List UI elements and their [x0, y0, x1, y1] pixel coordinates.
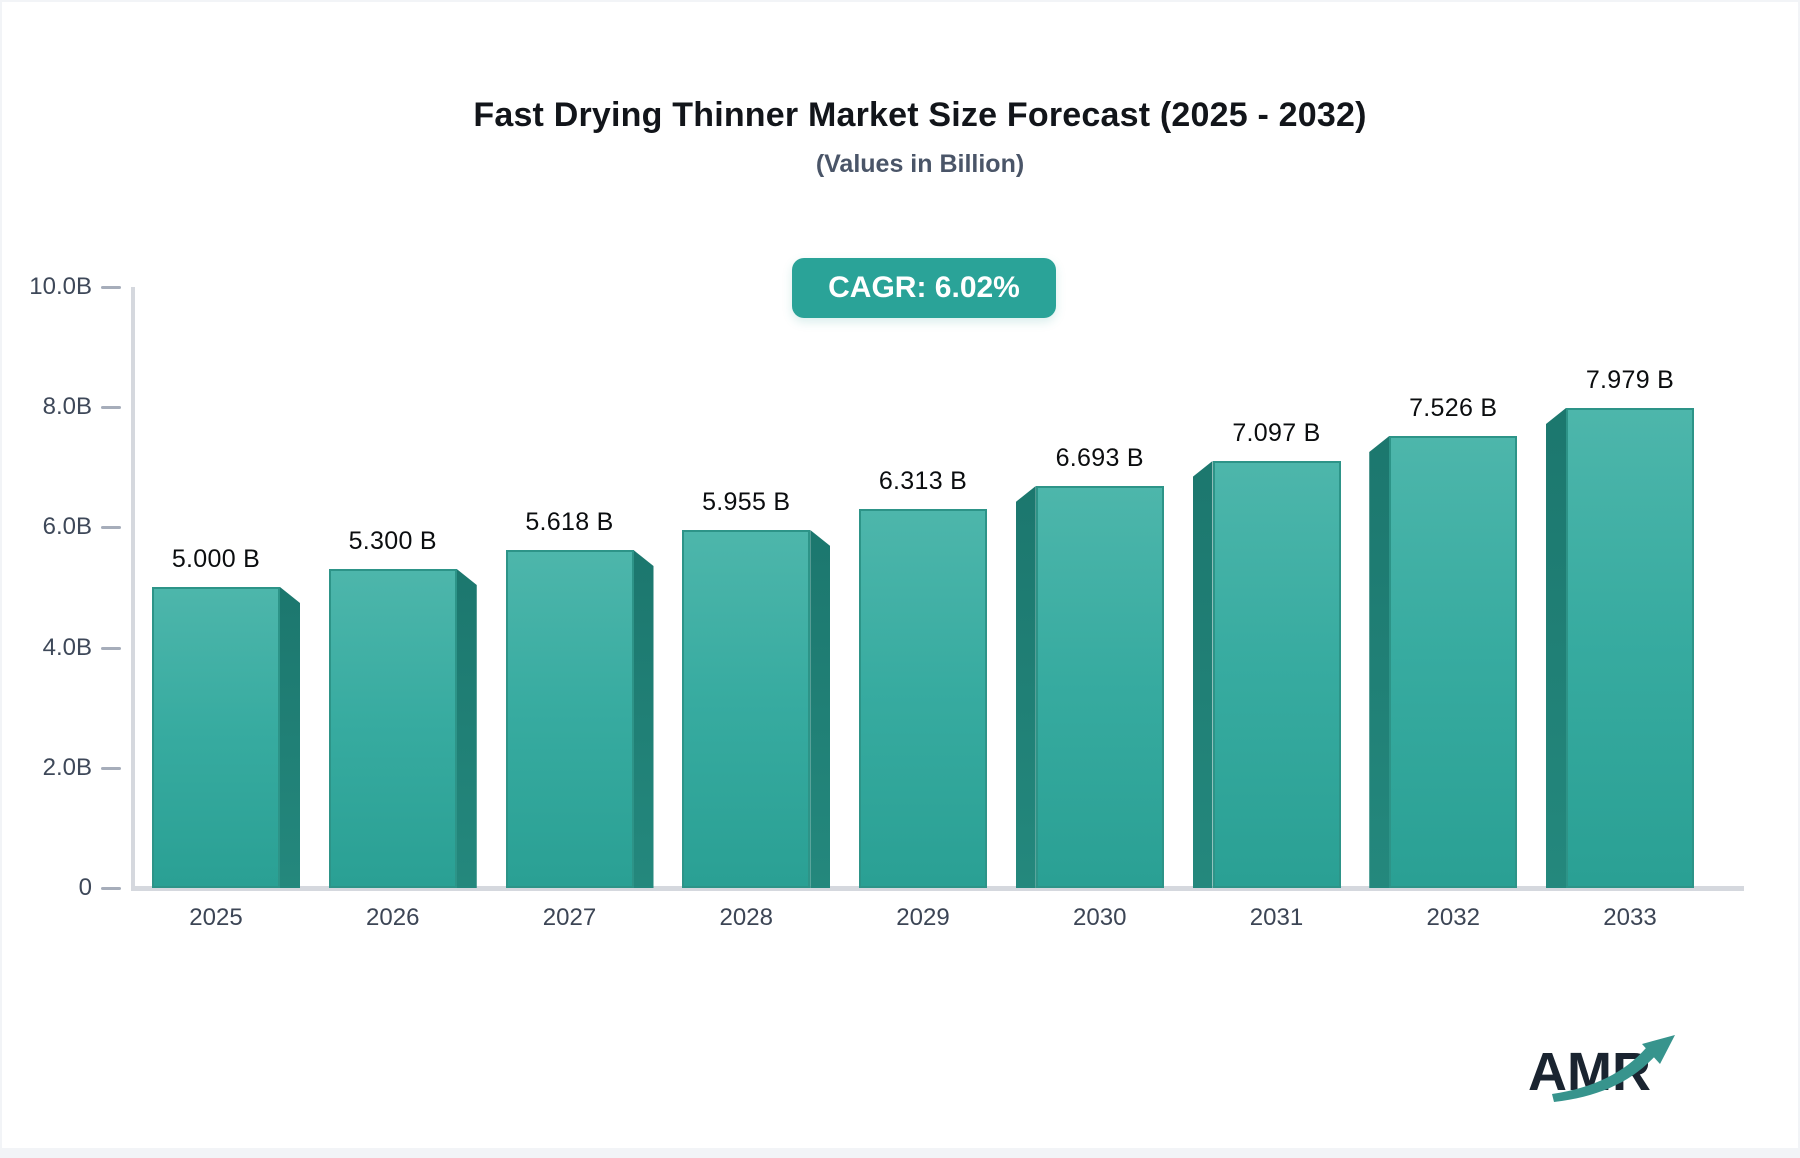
bar-2027 [505, 550, 634, 888]
bar-value-label: 6.313 B [878, 467, 968, 495]
x-axis-label: 2028 [719, 904, 773, 931]
bar-side-2028 [810, 530, 831, 888]
bar-side-2033 [1546, 408, 1566, 888]
bar-2032 [1389, 436, 1518, 888]
y-tick-label: 4.0B [42, 633, 92, 661]
bar-value-label: 7.097 B [1232, 419, 1321, 447]
bar-2028 [682, 530, 811, 888]
bar-value-label: 5.618 B [525, 508, 614, 536]
y-tick-label: 10.0B [29, 273, 92, 300]
y-tick-dash [101, 887, 121, 890]
chart-subtitle: (Values in Billion) [815, 150, 1025, 178]
y-tick-dash [101, 766, 121, 770]
cagr-badge-wrap: CAGR: 6.02% [50, 258, 1798, 318]
amr-logo: AMR [1528, 1035, 1675, 1102]
x-axis-label: 2030 [1073, 904, 1127, 931]
bar-value-label: 5.955 B [702, 488, 791, 516]
bar-side-2025 [280, 587, 300, 888]
bar-2029 [859, 509, 987, 888]
x-axis-label: 2031 [1249, 904, 1304, 931]
bar-side-2032 [1369, 436, 1390, 888]
y-tick-label: 8.0B [42, 393, 92, 421]
x-axis-label: 2033 [1603, 904, 1657, 931]
bar-side-2030 [1015, 486, 1036, 888]
y-tick-label: 0 [78, 874, 92, 901]
y-tick-dash [101, 526, 121, 530]
bar-2030 [1035, 486, 1164, 888]
bar-2025 [152, 587, 280, 888]
chart-title: Fast Drying Thinner Market Size Forecast… [473, 96, 1367, 134]
bar-2031 [1212, 461, 1341, 888]
x-axis-label: 2026 [366, 904, 420, 931]
bar-side-2031 [1192, 461, 1213, 888]
y-tick-dash [101, 646, 121, 650]
bar-side-2027 [633, 550, 654, 888]
y-tick-label: 2.0B [42, 753, 92, 781]
x-axis [131, 886, 1744, 891]
bar-value-label: 7.526 B [1409, 394, 1498, 422]
y-tick-dash [101, 286, 121, 289]
x-axis-label: 2027 [542, 904, 597, 931]
bar-value-label: 7.979 B [1585, 366, 1675, 394]
x-axis-label: 2032 [1426, 904, 1480, 931]
bar-value-label: 5.300 B [348, 527, 437, 555]
trend-arrow-icon [1552, 1035, 1675, 1102]
bar-2026 [328, 569, 457, 888]
y-tick-dash [101, 406, 121, 410]
y-tick-label: 6.0B [42, 513, 92, 541]
x-axis-label: 2025 [189, 904, 243, 931]
bar-2033 [1566, 408, 1694, 888]
cagr-badge: CAGR: 6.02% [792, 258, 1056, 318]
x-axis-label: 2029 [896, 904, 950, 931]
bar-value-label: 5.000 B [171, 545, 261, 573]
y-axis [131, 287, 135, 891]
bar-value-label: 6.693 B [1055, 444, 1144, 472]
bar-side-2026 [456, 569, 477, 888]
